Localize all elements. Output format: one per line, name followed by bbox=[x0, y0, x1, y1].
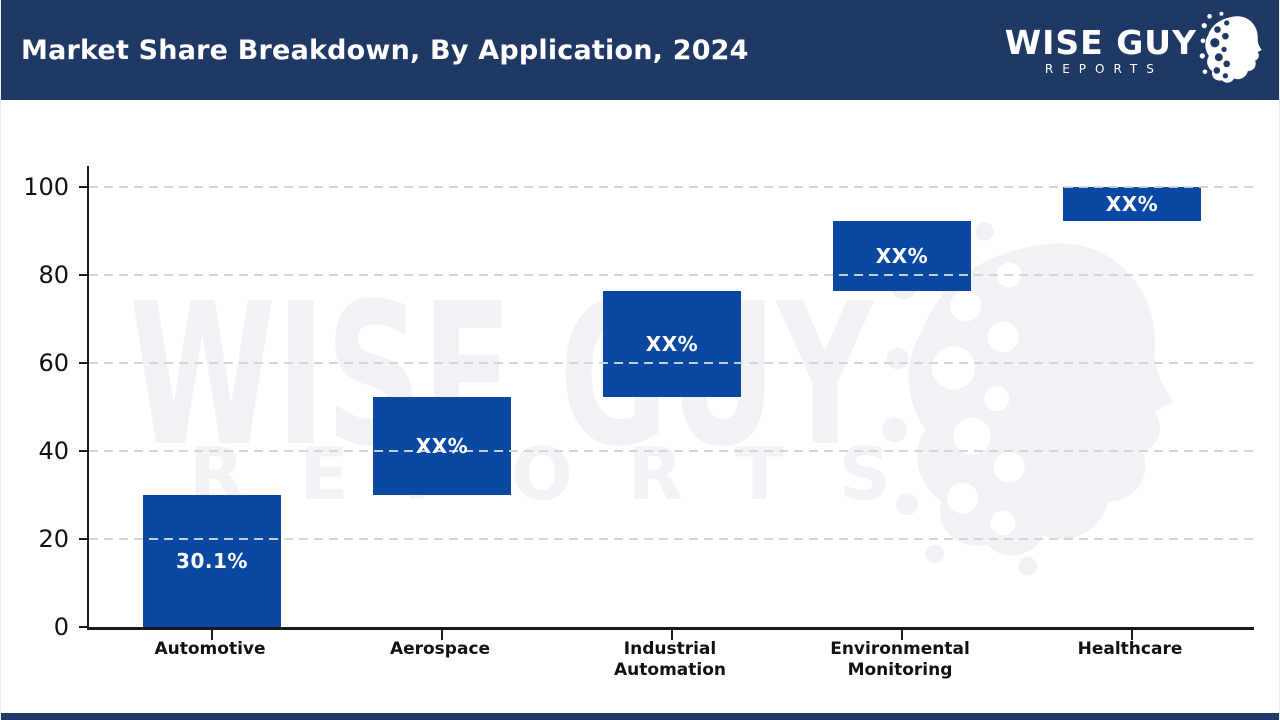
y-tick-mark bbox=[79, 538, 87, 540]
gridline bbox=[89, 538, 1254, 540]
x-axis-tick-labels: Automotive Aerospace Industrial Automation… bbox=[87, 639, 1252, 699]
header: Market Share Breakdown, By Application, … bbox=[1, 0, 1279, 100]
y-tick-mark bbox=[79, 362, 87, 364]
y-tick-mark bbox=[79, 626, 87, 628]
x-tick-mark bbox=[901, 630, 903, 640]
page-title: Market Share Breakdown, By Application, … bbox=[21, 34, 749, 66]
bar-value-label: XX% bbox=[645, 332, 699, 357]
y-tick-mark bbox=[79, 274, 87, 276]
bar-industrial-automation bbox=[603, 290, 741, 398]
y-tick-label: 100 bbox=[23, 173, 69, 201]
gridline bbox=[89, 362, 1254, 364]
bar-aerospace bbox=[373, 397, 511, 495]
footer-accent-bar bbox=[1, 713, 1279, 720]
gridline bbox=[89, 450, 1254, 452]
bar-value-label: XX% bbox=[1105, 191, 1159, 216]
bar-value-label: XX% bbox=[415, 433, 469, 458]
y-tick-mark bbox=[79, 450, 87, 452]
bar-value-label: XX% bbox=[875, 243, 929, 268]
x-tick-label-aerospace: Aerospace bbox=[389, 639, 491, 659]
x-tick-label-healthcare: Healthcare bbox=[1077, 639, 1183, 659]
y-tick-label: 40 bbox=[38, 437, 69, 465]
x-tick-label-environmental-monitoring: Environmental Monitoring bbox=[830, 639, 970, 680]
x-tick-mark bbox=[211, 630, 213, 640]
y-tick-label: 20 bbox=[38, 525, 69, 553]
wise-guy-head-icon bbox=[1199, 11, 1262, 83]
x-tick-mark bbox=[671, 630, 673, 640]
plot-area: 30.1% XX% XX% XX% XX% bbox=[79, 166, 1254, 640]
bar-automotive bbox=[143, 494, 281, 627]
x-tick-mark bbox=[1131, 630, 1133, 640]
y-tick-label: 80 bbox=[38, 261, 69, 289]
gridline bbox=[89, 186, 1254, 188]
x-tick-mark bbox=[441, 630, 443, 640]
brand-name: WISE GUY bbox=[1004, 22, 1197, 62]
bar-value-label: 30.1% bbox=[176, 548, 248, 573]
brand-logo: WISE GUY REPORTS bbox=[1005, 8, 1265, 92]
bar-healthcare bbox=[1063, 187, 1201, 221]
x-tick-label-industrial-automation: Industrial Automation bbox=[614, 639, 726, 680]
gridline bbox=[89, 274, 1254, 276]
y-tick-label: 0 bbox=[53, 613, 69, 641]
y-tick-label: 60 bbox=[38, 349, 69, 377]
brand-subname: REPORTS bbox=[1044, 61, 1163, 76]
brand-logo-text: WISE GUY REPORTS bbox=[1005, 26, 1197, 75]
x-tick-label-automotive: Automotive bbox=[154, 639, 266, 659]
y-axis-tick-labels: 0 20 40 60 80 100 bbox=[1, 166, 79, 641]
y-tick-mark bbox=[79, 186, 87, 188]
